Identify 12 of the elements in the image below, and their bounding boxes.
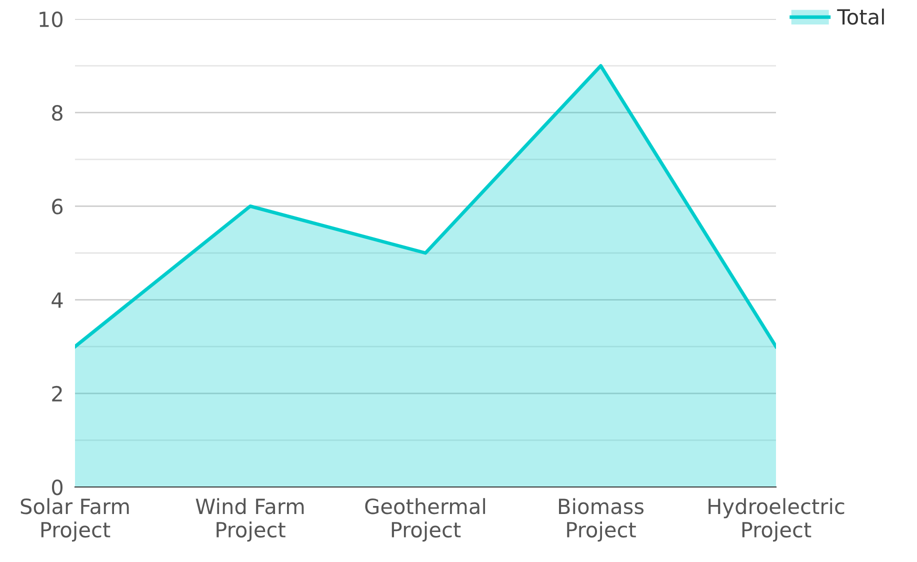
y-tick-label: 0 xyxy=(52,479,63,496)
x-tick-label: Hydroelectric Project xyxy=(708,498,844,542)
y-tick-label: 2 xyxy=(52,386,62,402)
y-tick-label: 8 xyxy=(52,105,62,121)
y-tick-label: 6 xyxy=(52,198,63,214)
x-tick-label: Biomass Project xyxy=(558,498,644,542)
x-tick-label: Geothermal Project xyxy=(365,498,486,542)
x-tick-label: Solar Farm Project xyxy=(20,498,129,542)
x-tick-label: Wind Farm Project xyxy=(196,498,304,542)
legend-label: Total xyxy=(837,8,884,25)
y-tick-label: 4 xyxy=(52,292,63,308)
y-tick-label: 10 xyxy=(40,11,63,28)
